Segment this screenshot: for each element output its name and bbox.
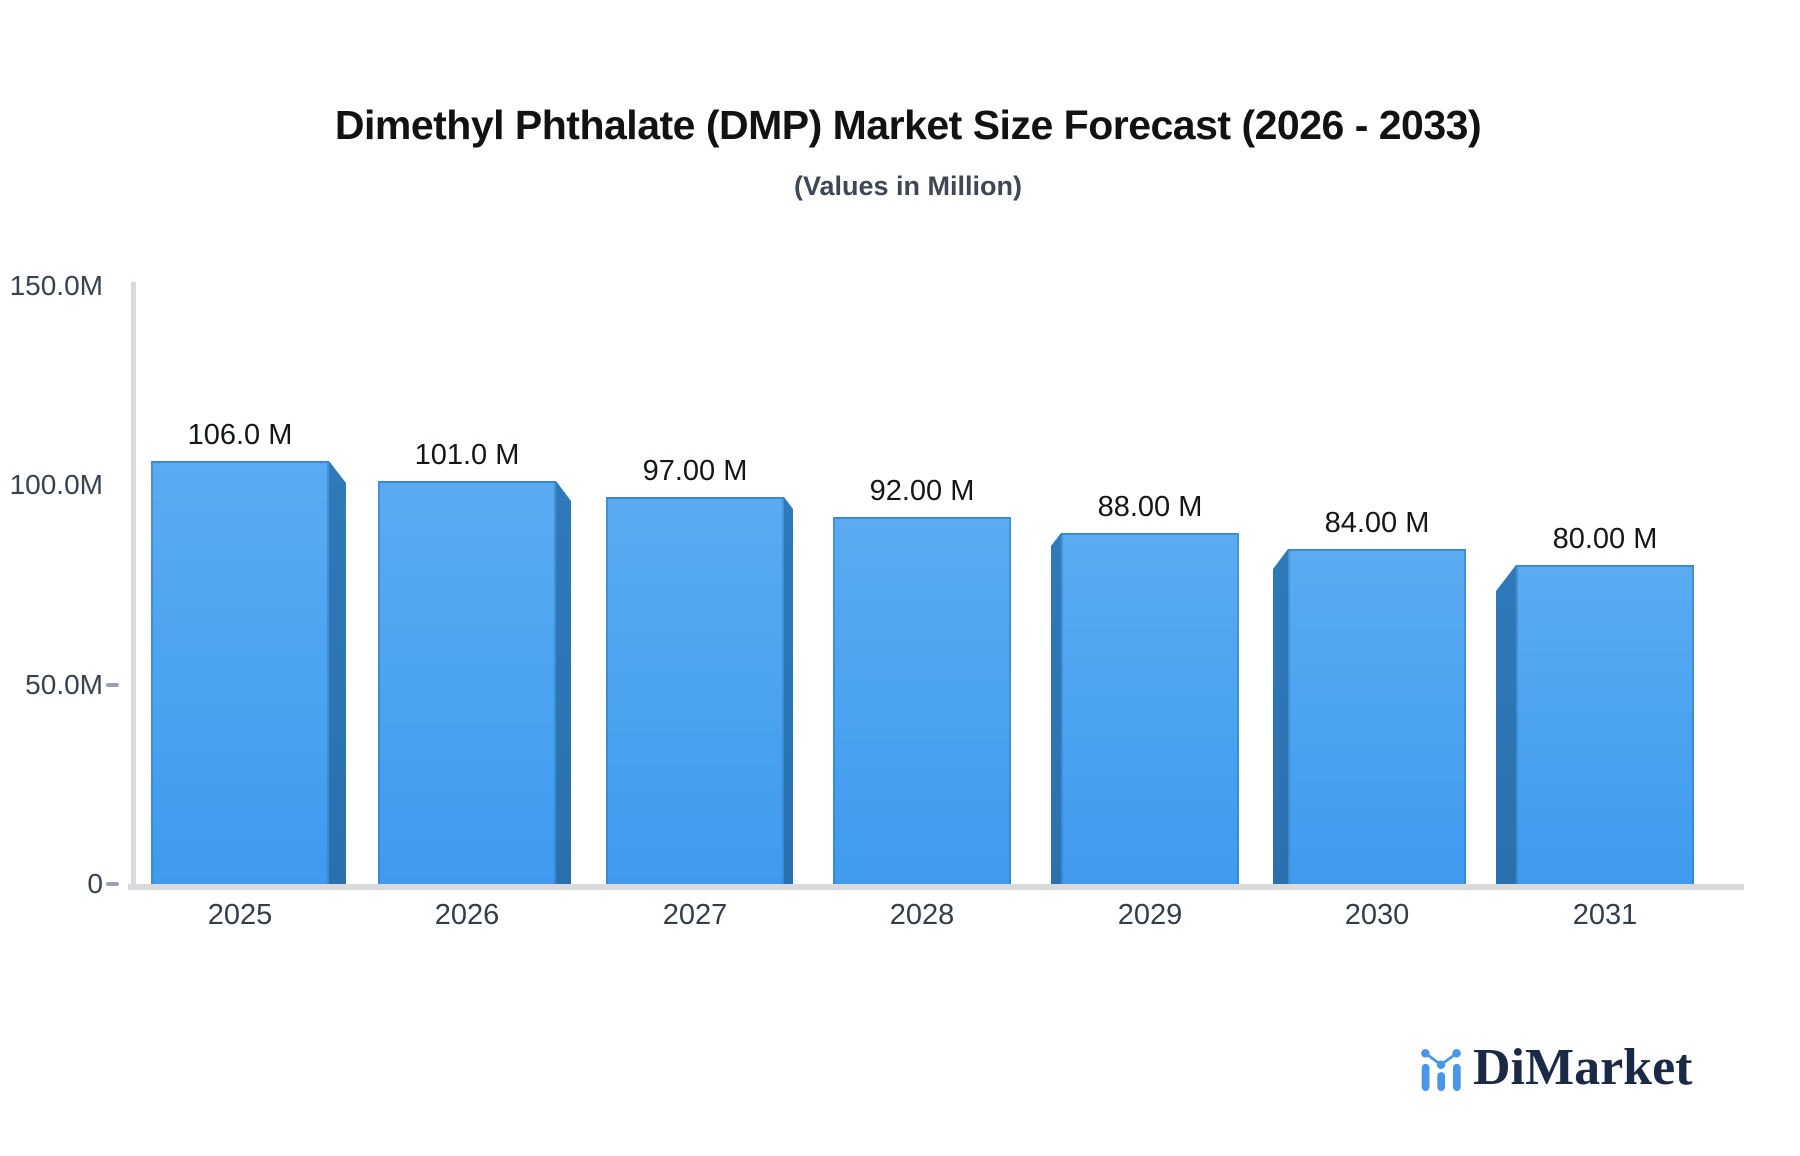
- y-tick-label: 100.0M: [9, 469, 103, 500]
- x-tick-label: 2025: [207, 899, 273, 931]
- bar-value-label: 97.00 M: [642, 455, 748, 487]
- chart-subtitle: (Values in Million): [793, 171, 1023, 201]
- bar-2026: [378, 481, 556, 884]
- bar-value-label: 80.00 M: [1552, 523, 1658, 555]
- x-tick-label: 2026: [434, 899, 500, 931]
- bar-value-label: 92.00 M: [869, 475, 975, 507]
- x-tick-label: 2027: [662, 899, 728, 931]
- chart-title: Dimethyl Phthalate (DMP) Market Size For…: [334, 102, 1482, 148]
- y-tick-mark: [106, 683, 119, 687]
- bar-2030: [1288, 549, 1466, 884]
- x-tick-label: 2031: [1572, 899, 1638, 931]
- bar-2025: [151, 461, 329, 884]
- y-tick-label: 150.0M: [9, 270, 103, 301]
- bar-2028: [833, 517, 1011, 884]
- bar-2029: [1061, 533, 1239, 884]
- brand-name: DiMarket: [1473, 1039, 1693, 1096]
- bar-side-face: [1051, 533, 1061, 884]
- bar-side-face: [556, 481, 571, 884]
- x-tick-label: 2030: [1344, 899, 1410, 931]
- bar-side-face: [784, 497, 793, 884]
- x-axis-line: [128, 884, 1744, 890]
- x-tick-label: 2029: [1117, 899, 1183, 931]
- bar-line-chart-icon: [1418, 1045, 1464, 1091]
- bar-side-face: [1273, 549, 1288, 884]
- y-tick-label: 0: [87, 868, 103, 899]
- x-tick-label: 2028: [889, 899, 955, 931]
- bar-value-label: 101.0 M: [414, 439, 520, 471]
- y-axis-line: [131, 282, 136, 884]
- y-tick-mark: [106, 882, 119, 886]
- bar-2027: [606, 497, 784, 884]
- bar-value-label: 106.0 M: [187, 419, 293, 451]
- bar-side-face: [1496, 565, 1516, 884]
- bar-value-label: 84.00 M: [1324, 507, 1430, 539]
- bar-side-face: [329, 461, 346, 884]
- bar-value-label: 88.00 M: [1097, 491, 1203, 523]
- brand-watermark[interactable]: DiMarket: [1418, 1042, 1692, 1094]
- y-tick-label: 50.0M: [25, 669, 103, 700]
- bar-2031: [1516, 565, 1694, 884]
